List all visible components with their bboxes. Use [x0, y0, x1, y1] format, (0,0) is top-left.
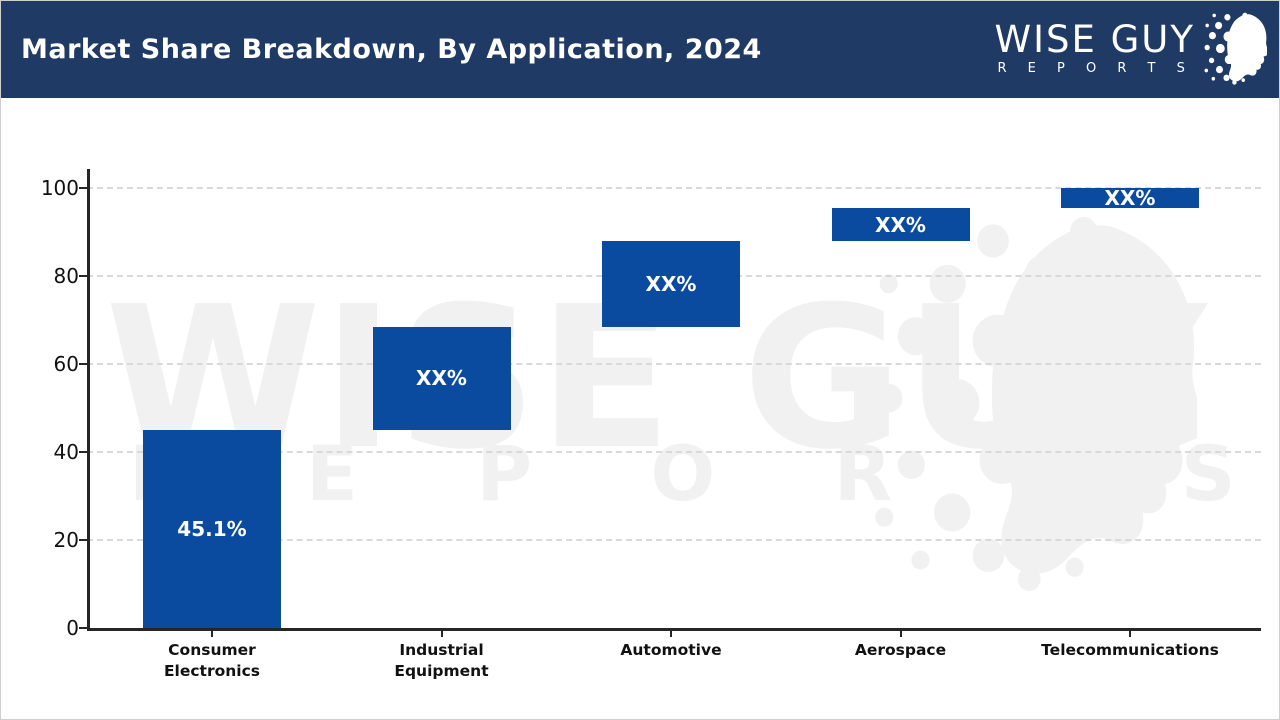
- x-tick-label-2: Automotive: [620, 641, 722, 659]
- y-tick-label-80: 80: [53, 264, 79, 288]
- logo-face-icon: [1204, 12, 1267, 85]
- logo-subtext: R E P O R T S: [997, 61, 1194, 76]
- y-tick-label-40: 40: [53, 440, 79, 464]
- gridline-60: [87, 363, 1261, 365]
- x-tick-mark-0: [211, 629, 213, 637]
- bar-value-label: XX%: [645, 271, 697, 296]
- x-tick-label-0: Consumer Electronics: [163, 641, 261, 680]
- y-tick-mark-40: [79, 451, 87, 453]
- gridline-100: [87, 187, 1261, 189]
- bar-value-label: XX%: [1104, 186, 1156, 211]
- y-tick-mark-0: [79, 627, 87, 629]
- y-tick-mark-80: [79, 275, 87, 277]
- x-tick-mark-1: [440, 629, 443, 637]
- y-tick-label-100: 100: [40, 176, 79, 200]
- gridline-40: [87, 451, 1261, 453]
- x-tick-label-3: Aerospace: [854, 641, 947, 659]
- x-tick-label-4: Telecommunications: [1041, 641, 1219, 659]
- y-tick-mark-20: [79, 539, 87, 541]
- header-bar: Market Share Breakdown, By Application, …: [1, 1, 1279, 98]
- x-tick-label-1: Industrial Equipment: [394, 641, 489, 680]
- logo-wordmark: WISE GUY: [994, 18, 1195, 61]
- y-tick-label-20: 20: [53, 528, 79, 552]
- bar-automotive: XX%: [602, 240, 740, 328]
- x-axis-line: [87, 628, 1261, 631]
- bar-aerospace: XX%: [831, 208, 970, 241]
- y-tick-label-60: 60: [53, 352, 79, 376]
- bar-value-label: 45.1%: [177, 516, 247, 541]
- chart-area: WISE GUY R E P O R T S 45.1% XX% XX% XX% XX%…: [1, 98, 1280, 719]
- y-tick-mark-100: [79, 187, 87, 189]
- chart-title: Market Share Breakdown, By Application, …: [21, 34, 762, 65]
- y-axis-line: [87, 169, 90, 631]
- x-tick-mark-4: [1129, 629, 1131, 637]
- bar-consumer-electronics: 45.1%: [143, 429, 281, 628]
- x-tick-mark-2: [670, 629, 672, 637]
- bar-telecommunications: XX%: [1061, 186, 1199, 211]
- logo-text: WISE GUY R E P O R T S: [995, 21, 1195, 75]
- bar-value-label: XX%: [875, 212, 926, 237]
- bar-value-label: XX%: [416, 366, 467, 391]
- x-tick-mark-3: [899, 629, 902, 637]
- bar-industrial-equipment: XX%: [372, 327, 511, 430]
- watermark-subtext: R E P O R T S: [129, 429, 1280, 518]
- gridline-20: [87, 539, 1261, 541]
- watermark-face-icon: [875, 217, 1197, 592]
- y-tick-label-0: 0: [66, 616, 79, 640]
- wise-guy-logo: WISE GUY R E P O R T S: [995, 9, 1267, 87]
- y-tick-mark-60: [79, 363, 87, 365]
